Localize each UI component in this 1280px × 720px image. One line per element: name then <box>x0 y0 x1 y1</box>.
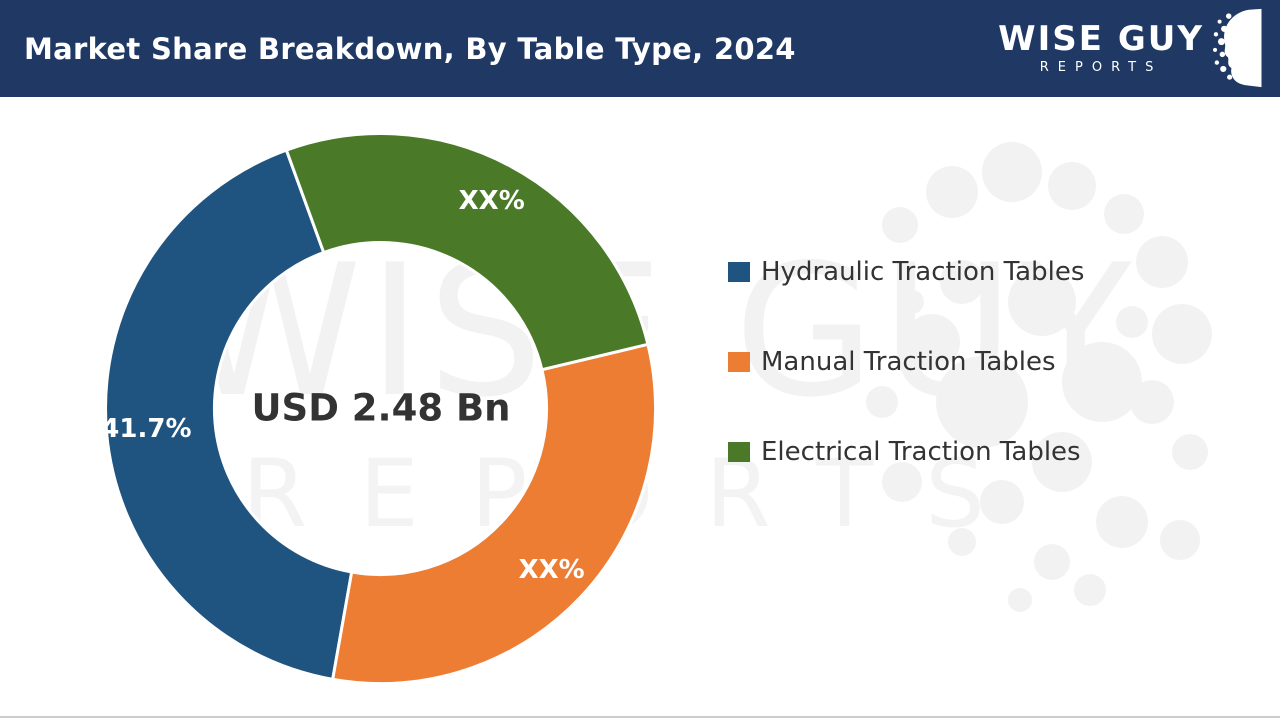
legend-label: Hydraulic Traction Tables <box>761 257 1085 287</box>
logo-face-icon <box>1213 8 1262 88</box>
header-bar: Market Share Breakdown, By Table Type, 2… <box>0 0 1280 97</box>
donut-segment-0 <box>104 148 354 681</box>
legend-label: Electrical Traction Tables <box>761 437 1081 467</box>
logo-text: WISE GUY REPORTS <box>998 19 1204 75</box>
donut-segment-1 <box>331 342 657 685</box>
legend-swatch-electrical <box>728 442 750 462</box>
legend-item-manual: Manual Traction Tables <box>728 342 1084 382</box>
legend-label: Manual Traction Tables <box>761 347 1056 377</box>
logo-subtitle: REPORTS <box>1039 59 1163 75</box>
legend-item-electrical: Electrical Traction Tables <box>728 432 1084 472</box>
legend-swatch-hydraulic <box>728 262 750 282</box>
donut-segment-2 <box>284 132 650 372</box>
wise-guy-reports-logo: WISE GUY REPORTS <box>998 7 1264 89</box>
legend-item-hydraulic: Hydraulic Traction Tables <box>728 252 1084 292</box>
watermark-text-line1: WISE GUY <box>182 225 1138 437</box>
legend-swatch-manual <box>728 352 750 372</box>
page-title: Market Share Breakdown, By Table Type, 2… <box>24 31 796 66</box>
chart-legend: Hydraulic Traction Tables Manual Tractio… <box>728 252 1084 522</box>
chart-center-value: USD 2.48 Bn <box>251 386 511 430</box>
footer-divider <box>0 716 1280 718</box>
logo-wordmark: WISE GUY <box>998 19 1204 60</box>
donut-chart <box>104 132 657 685</box>
